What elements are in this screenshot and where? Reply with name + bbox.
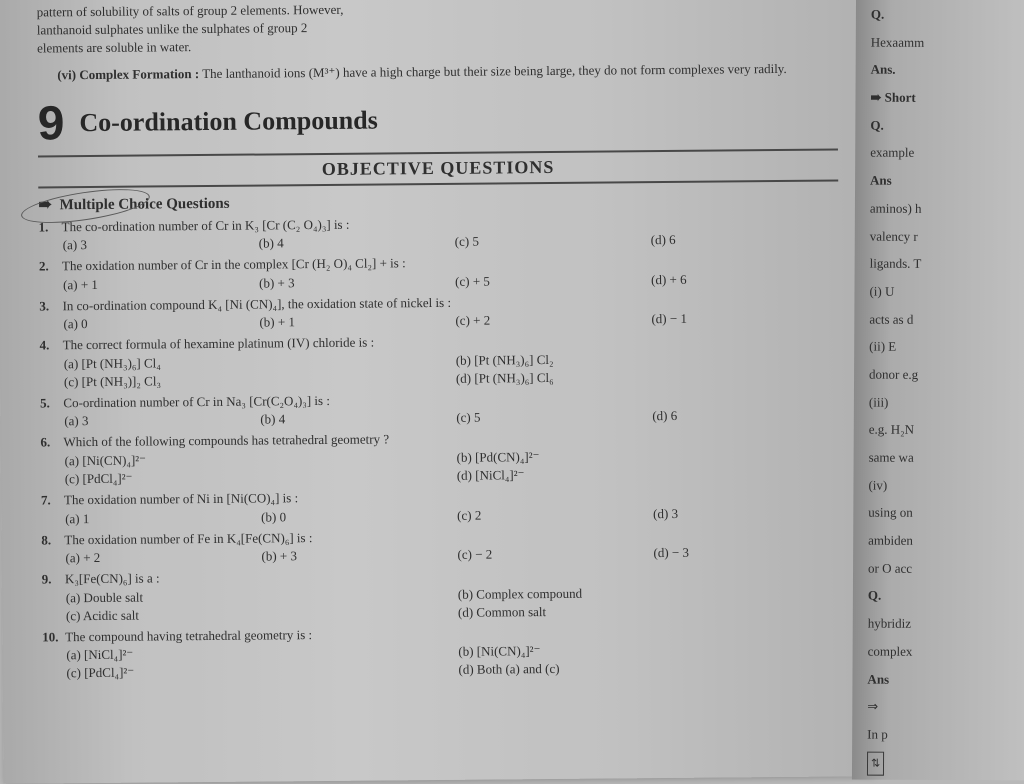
right-page-fragment: Q.HexaammAns.➠ ShortQ.exampleAnsaminos) … xyxy=(852,0,1024,780)
chapter-title: Co-ordination Compounds xyxy=(79,106,378,139)
option: (a) + 1 xyxy=(63,275,251,293)
right-fragment: Ans xyxy=(867,667,1024,693)
option: (c) 5 xyxy=(456,409,644,427)
option: (c) − 2 xyxy=(457,545,645,563)
right-fragment: donor e.g xyxy=(869,363,1024,389)
right-fragment: (iv) xyxy=(868,473,1024,499)
questions-list: 1. The co-ordination number of Cr in K₃ … xyxy=(39,211,843,681)
right-fragment: acts as d xyxy=(869,307,1024,333)
option: (d) + 6 xyxy=(651,270,839,288)
option: (c) 2 xyxy=(457,506,645,524)
option: (d) 6 xyxy=(651,231,839,249)
option: (d) − 3 xyxy=(653,544,841,562)
right-fragment: In p xyxy=(867,722,1024,748)
right-fragment: Hexaamm xyxy=(871,30,1024,56)
mcq-heading-text: Multiple Choice Questions xyxy=(60,196,230,213)
option: (a) [NiCl₄]²⁻ xyxy=(66,644,450,663)
right-fragment: same wa xyxy=(869,446,1024,472)
option: (b) 4 xyxy=(259,234,447,252)
option: (c) [PdCl₄]²⁻ xyxy=(66,662,450,681)
options-row: (a) [Pt (NH₃)₆] Cl₄ (b) [Pt (NH₃)₆] Cl₂ (c… xyxy=(64,349,840,390)
right-fragment: aminos) h xyxy=(870,196,1024,222)
option: (a) 0 xyxy=(63,315,251,333)
right-fragment: ➠ Short xyxy=(870,86,1024,112)
right-fragment: Ans. xyxy=(871,58,1024,84)
option: (b) + 3 xyxy=(259,274,447,292)
options-row: (a) Double salt (b) Complex compound (c) A… xyxy=(66,583,842,624)
option: (d) [NiCl₄]²⁻ xyxy=(457,464,841,483)
right-fragment: example xyxy=(870,141,1024,167)
option: (d) [Pt (NH₃)₆] Cl₆ xyxy=(456,367,840,386)
right-fragment: (i) U xyxy=(869,279,1024,305)
option: (b) 4 xyxy=(260,410,448,428)
option: (a) 3 xyxy=(63,236,251,254)
right-fragment: Q. xyxy=(868,584,1024,610)
right-fragment: ⇅ xyxy=(867,750,1024,777)
right-fragment: Hy xyxy=(867,779,1024,780)
intro-line-1: pattern of solubility of salts of group … xyxy=(37,2,344,20)
complex-text: The lanthanoid ions (M³⁺) have a high ch… xyxy=(202,60,787,80)
option: (d) Both (a) and (c) xyxy=(458,659,842,678)
option: (b) Complex compound xyxy=(458,583,842,602)
option: (c) + 5 xyxy=(455,272,643,290)
option: (b) [Pd(CN)₄]²⁻ xyxy=(457,446,841,465)
main-page: pattern of solubility of salts of group … xyxy=(0,0,873,784)
chapter-number: 9 xyxy=(37,96,64,151)
option: (a) [Pt (NH₃)₆] Cl₄ xyxy=(64,353,448,372)
option: (c) [PdCl₄]²⁻ xyxy=(65,468,449,487)
right-fragment: complex xyxy=(868,639,1024,665)
option: (a) 3 xyxy=(64,412,252,430)
option: (c) 5 xyxy=(455,232,643,250)
chapter-header: 9 Co-ordination Compounds xyxy=(37,89,837,151)
option: (b) [Ni(CN)₄]²⁻ xyxy=(458,641,842,660)
right-fragment: Q. xyxy=(871,3,1024,29)
right-fragment: Ans xyxy=(870,169,1024,195)
right-fragment: ambiden xyxy=(868,529,1024,555)
right-fragment: Q. xyxy=(870,113,1024,139)
right-fragment: valency r xyxy=(870,224,1024,250)
right-fragment: e.g. H₂N xyxy=(869,418,1024,444)
right-fragment: hybridiz xyxy=(868,612,1024,638)
option: (a) + 2 xyxy=(65,549,253,567)
intro-line-2: lanthanoid sulphates unlike the sulphate… xyxy=(37,20,308,37)
right-fragment: ligands. T xyxy=(870,252,1024,278)
options-row: (a) [NiCl₄]²⁻ (b) [Ni(CN)₄]²⁻ (c) [PdCl₄]²… xyxy=(66,641,842,682)
option: (d) 6 xyxy=(652,407,840,425)
option: (a) [Ni(CN)₄]²⁻ xyxy=(65,450,449,469)
option: (c) [Pt (NH₃)]₂ Cl₃ xyxy=(64,371,448,390)
intro-line-3: elements are soluble in water. xyxy=(37,39,191,55)
option: (a) Double salt xyxy=(66,587,450,606)
right-fragment: ⇒ xyxy=(867,695,1024,721)
option: (b) 0 xyxy=(261,507,449,525)
option: (b) [Pt (NH₃)₆] Cl₂ xyxy=(456,349,840,368)
option: (d) 3 xyxy=(653,504,841,522)
right-fragment: (iii) xyxy=(869,390,1024,416)
option: (b) + 1 xyxy=(259,313,447,331)
complex-label: (vi) Complex Formation : xyxy=(57,66,199,82)
intro-paragraph: pattern of solubility of salts of group … xyxy=(37,0,837,58)
option: (c) Acidic salt xyxy=(66,605,450,624)
right-fragment: using on xyxy=(868,501,1024,527)
option: (a) 1 xyxy=(65,509,253,527)
right-fragment: (ii) E xyxy=(869,335,1024,361)
option: (d) − 1 xyxy=(651,310,839,328)
complex-formation: (vi) Complex Formation : The lanthanoid … xyxy=(37,59,837,84)
objective-title: OBJECTIVE QUESTIONS xyxy=(38,154,838,182)
option: (d) Common salt xyxy=(458,601,842,620)
arrow-icon: ➠ xyxy=(38,196,52,213)
right-fragment: or O acc xyxy=(868,556,1024,582)
option: (c) + 2 xyxy=(455,312,643,330)
option: (b) + 3 xyxy=(261,547,449,565)
mcq-heading: ➠ Multiple Choice Questions xyxy=(38,187,838,214)
options-row: (a) [Ni(CN)₄]²⁻ (b) [Pd(CN)₄]²⁻ (c) [PdCl₄… xyxy=(65,446,841,487)
